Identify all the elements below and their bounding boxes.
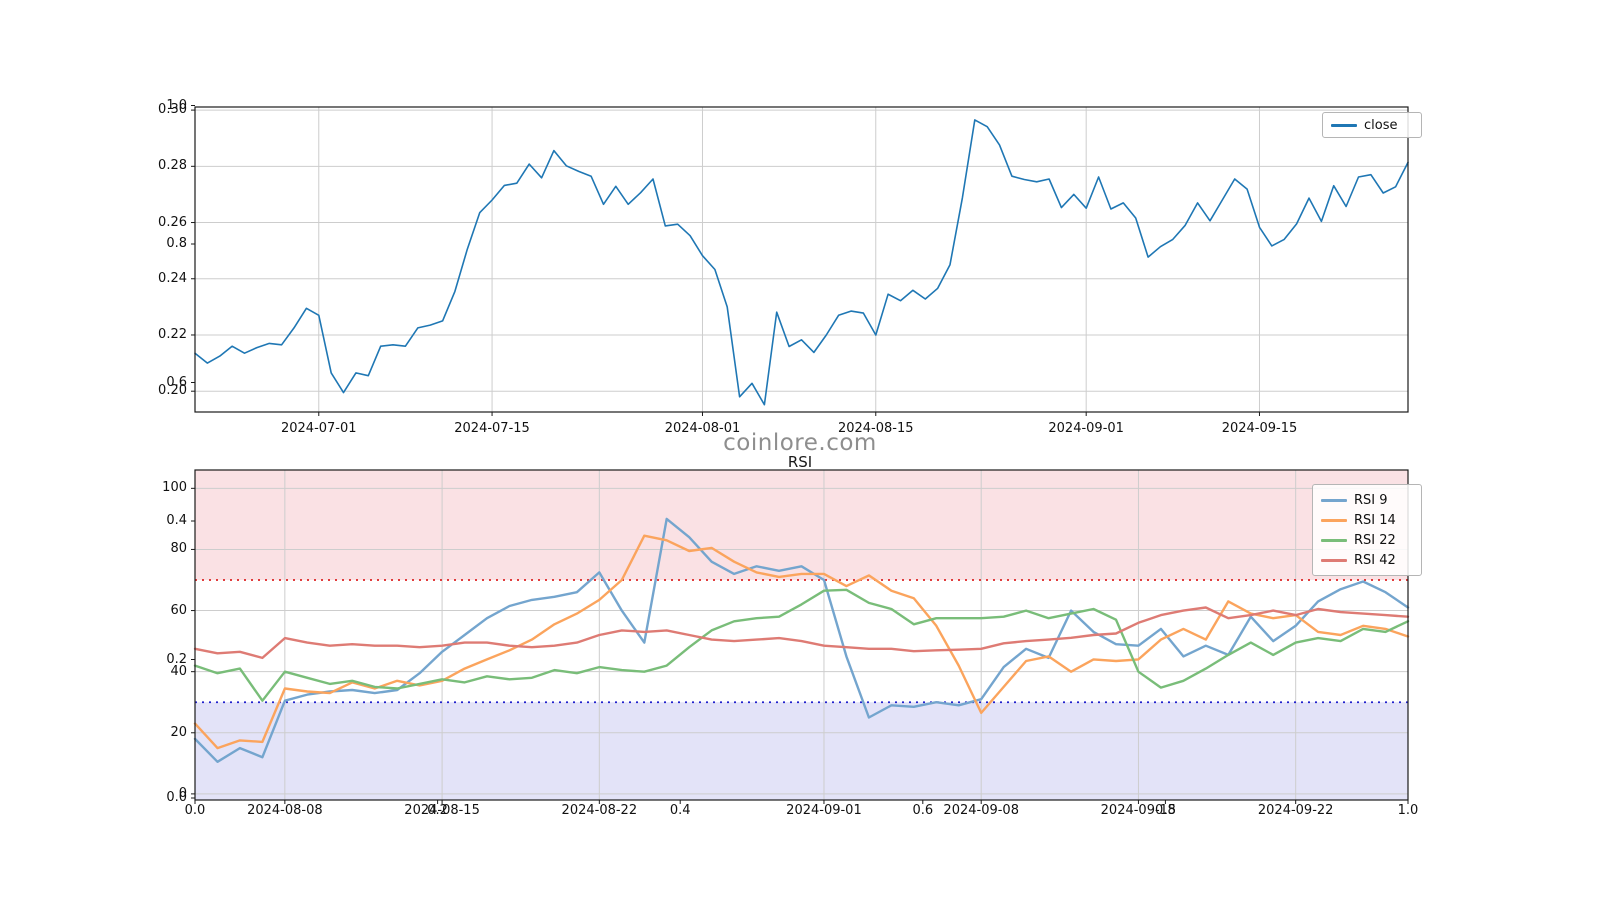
y-tick-label: 0.28 [158,158,187,174]
x-tick-label: 2024-08-08 [247,803,323,818]
rsi-chart-title: RSI [787,453,813,471]
plot-border [194,106,1409,413]
rsi-legend-item: RSI 9 [1321,490,1413,510]
figure-x-tick-label: 0.0 [184,803,206,818]
y-tick-label: 20 [170,724,187,740]
x-tick-label: 2024-07-01 [280,421,357,436]
price-legend-label: close [1364,117,1398,133]
figure-y-tick-label: 0.2 [166,651,187,667]
rsi22-legend-label: RSI 22 [1354,532,1396,548]
figure-y-tick-label: 1.0 [166,97,187,113]
rsi9-line [193,517,1410,763]
rsi14-line-swatch [1321,518,1347,522]
y-tick-label: 80 [170,541,187,557]
x-tick-label: 2024-08-01 [664,421,741,436]
plot-border [194,469,1409,801]
x-tick-label: 2024-09-01 [786,803,862,818]
y-tick-label: 0.30 [158,102,187,118]
rsi-legend: RSI 9 RSI 14 RSI 22 RSI 42 [1312,484,1422,576]
oversold-band [195,702,1408,800]
x-tick-label: 2024-09-22 [1257,803,1334,818]
rsi42-legend-label: RSI 42 [1354,552,1396,568]
rsi9-legend-label: RSI 9 [1354,492,1388,508]
figure-x-tick-label: 0.2 [427,803,448,818]
rsi9-line-swatch [1321,498,1347,502]
figure-y-tick-label: 0.4 [166,513,187,528]
rsi-legend-item: RSI 14 [1321,510,1413,530]
figure-y-tick-label: 0.0 [166,790,187,805]
overbought-band [195,470,1408,580]
rsi42-line [193,606,1410,660]
close-line [194,119,1409,406]
y-tick-label: 0.20 [158,383,187,399]
x-tick-label: 2024-09-01 [1048,421,1124,436]
rsi-legend-item: RSI 42 [1321,550,1413,570]
y-tick-label: 0.22 [158,326,187,342]
y-tick-label: 0.26 [158,214,187,230]
watermark: coinlore.com [723,430,877,456]
y-tick-label: 0.24 [158,270,187,286]
y-tick-label: 100 [162,480,187,496]
figure-x-tick-label: 0.6 [912,803,934,818]
x-tick-label: 2024-08-15 [404,803,480,818]
rsi14-line [193,534,1410,750]
y-tick-label: 0 [178,785,187,801]
x-tick-label: 2024-09-15 [1221,421,1298,436]
price-legend: close [1322,112,1422,138]
x-tick-label: 2024-08-22 [561,803,638,818]
x-tick-label: 2024-07-15 [454,421,530,436]
rsi22-line [193,588,1410,702]
x-tick-label: 2024-08-15 [837,421,914,436]
figure-x-tick-label: 0.8 [1155,803,1176,818]
figure-x-tick-label: 0.4 [669,803,691,818]
figure-x-tick-label: 1.0 [1397,803,1419,818]
x-tick-label: 2024-09-08 [943,803,1019,818]
x-tick-label: 2024-09-15 [1100,803,1177,818]
rsi22-line-swatch [1321,538,1347,542]
y-tick-label: 40 [170,663,187,679]
rsi14-legend-label: RSI 14 [1354,512,1396,528]
figure-y-tick-label: 0.8 [166,236,187,251]
rsi42-line-swatch [1321,558,1347,562]
rsi-legend-item: RSI 22 [1321,530,1413,550]
y-tick-label: 60 [170,602,187,618]
figure-y-tick-label: 0.6 [166,374,187,390]
close-line-swatch [1331,123,1357,127]
